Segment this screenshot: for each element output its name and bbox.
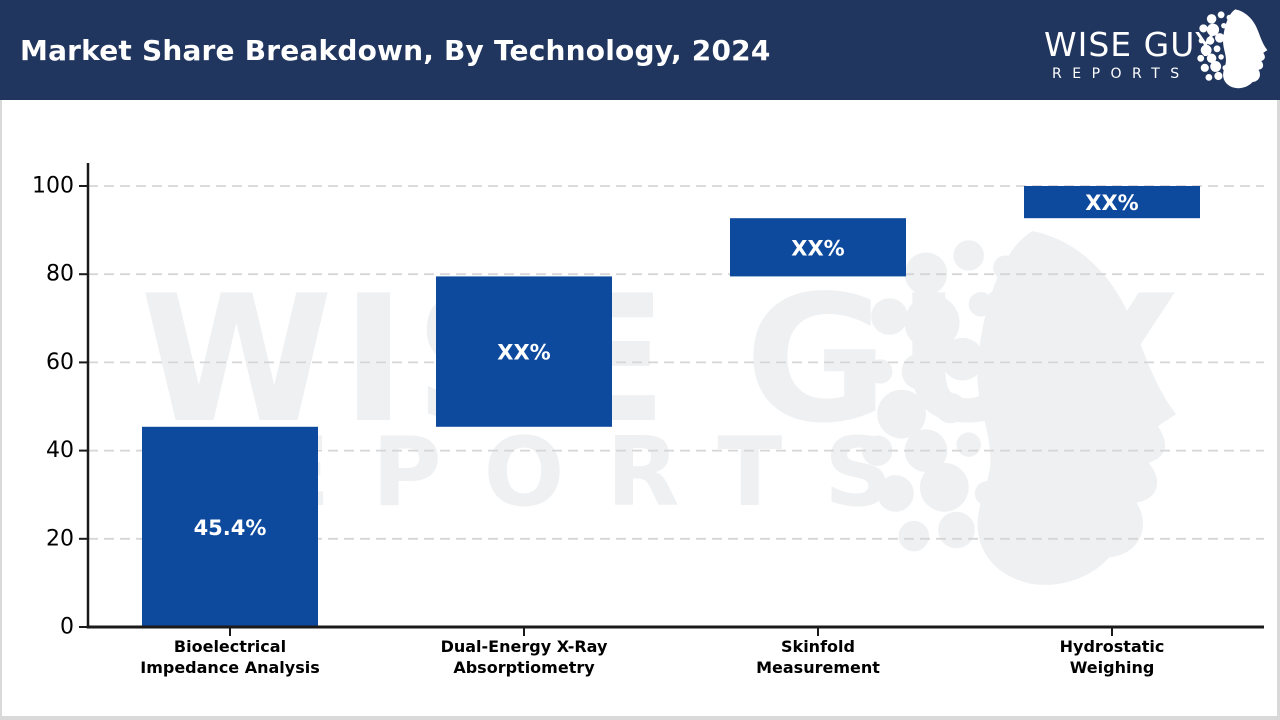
logo-sub-text: REPORTS bbox=[1052, 66, 1190, 82]
bar-segment bbox=[142, 426, 318, 627]
header-bar: Market Share Breakdown, By Technology, 2… bbox=[0, 0, 1280, 100]
canvas-border-left bbox=[0, 100, 2, 717]
y-tick-label: 40 bbox=[46, 438, 74, 463]
chart-title: Market Share Breakdown, By Technology, 2… bbox=[20, 34, 771, 67]
bar-segment bbox=[1024, 186, 1200, 219]
canvas-border-bottom bbox=[0, 716, 1280, 720]
y-tick-label: 20 bbox=[46, 526, 74, 551]
y-tick-label: 80 bbox=[46, 262, 74, 287]
brand-logo: WISE GUY REPORTS bbox=[1044, 9, 1268, 89]
canvas-border-right bbox=[1277, 100, 1280, 717]
x-category-label: Hydrostatic bbox=[1060, 637, 1165, 656]
y-tick-label: 60 bbox=[46, 350, 74, 375]
logo-head-icon bbox=[1197, 9, 1268, 89]
y-tick-label: 100 bbox=[32, 174, 74, 199]
logo-brand-text: WISE GUY bbox=[1044, 25, 1217, 64]
x-category-label: Dual-Energy X-Ray bbox=[441, 637, 608, 656]
x-category-label: Impedance Analysis bbox=[140, 658, 320, 677]
plot-area: 0 20 40 60 80 100 45.4% Bioelectrical Impedance … bbox=[32, 163, 1264, 677]
bar-segment bbox=[730, 218, 906, 277]
y-tick-label: 0 bbox=[60, 615, 74, 640]
bar-value-label: XX% bbox=[497, 341, 550, 365]
x-category-label: Weighing bbox=[1070, 658, 1155, 677]
x-category-label: Skinfold bbox=[781, 637, 855, 656]
bar-segment bbox=[436, 276, 612, 427]
x-category-label: Bioelectrical bbox=[174, 637, 286, 656]
bar-value-label: 45.4% bbox=[194, 516, 267, 540]
bar-value-label: XX% bbox=[791, 236, 844, 260]
x-category-label: Measurement bbox=[756, 658, 880, 677]
x-category-label: Absorptiometry bbox=[453, 658, 595, 677]
bar-value-label: XX% bbox=[1085, 191, 1138, 215]
